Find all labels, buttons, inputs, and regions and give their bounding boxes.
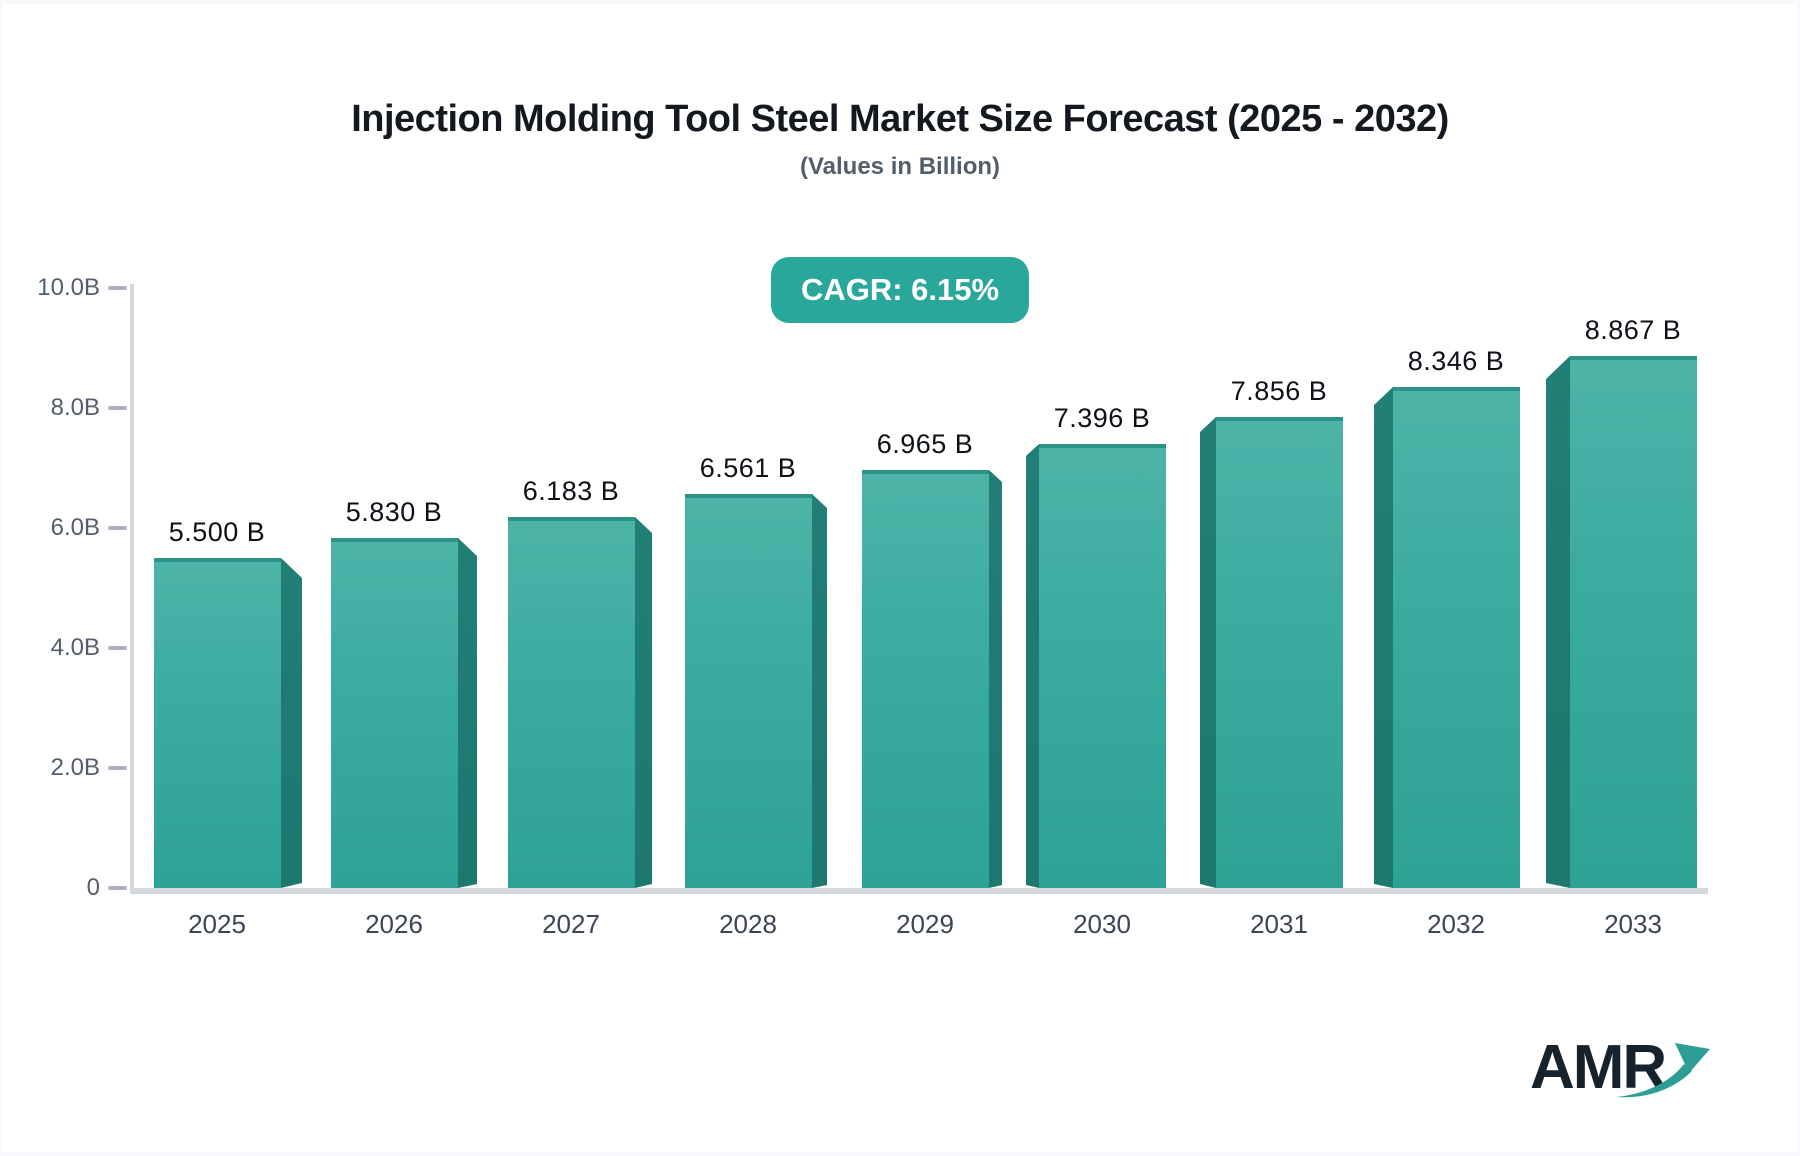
bar-2032 (1393, 387, 1520, 888)
bar-value-label-2028: 6.561 B (699, 453, 797, 483)
bar-2028 (685, 494, 812, 888)
bar-side-2028 (812, 494, 827, 888)
bar-side-2032 (1374, 387, 1393, 888)
bar-2026 (331, 538, 458, 888)
bar-value-label-2032: 8.346 B (1407, 346, 1505, 376)
x-axis-label-2027: 2027 (542, 909, 600, 939)
bar-side-2030 (1026, 444, 1039, 888)
x-axis-baseline (130, 888, 1708, 894)
y-tick-label-6.0B: 6.0B (50, 514, 100, 541)
bar-2027 (508, 517, 635, 888)
x-axis-label-2028: 2028 (719, 909, 777, 939)
bar-value-label-2025: 5.500 B (168, 517, 266, 547)
cagr-badge: CAGR: 6.15% (770, 257, 1030, 323)
bar-2031 (1216, 417, 1343, 888)
bar-value-label-2026: 5.830 B (345, 497, 443, 527)
bar-value-label-2033: 8.867 B (1584, 315, 1682, 345)
x-axis-label-2031: 2031 (1250, 909, 1308, 939)
bar-value-label-2029: 6.965 B (876, 429, 974, 459)
bar-side-2026 (458, 538, 477, 888)
bar-value-label-2027: 6.183 B (522, 476, 620, 506)
x-axis-label-2029: 2029 (896, 909, 954, 939)
bar-2033 (1570, 356, 1697, 888)
x-axis-label-2025: 2025 (188, 909, 246, 939)
chart-title: Injection Molding Tool Steel Market Size… (351, 98, 1449, 140)
bar-2030 (1039, 444, 1166, 888)
x-axis-label-2026: 2026 (365, 909, 423, 939)
y-tick-mark (108, 286, 127, 290)
chart-subtitle: (Values in Billion) (799, 153, 1001, 180)
y-tick-label-8.0B: 8.0B (50, 394, 100, 421)
bar-side-2033 (1546, 356, 1570, 888)
y-tick-mark (108, 646, 127, 650)
chart-canvas: Injection Molding Tool Steel Market Size… (2, 4, 1798, 1152)
bar-value-label-2030: 7.396 B (1053, 403, 1151, 433)
x-axis-label-2030: 2030 (1073, 909, 1131, 939)
bar-side-2029 (989, 470, 1002, 888)
y-axis-line (130, 284, 134, 894)
y-tick-label-2.0B: 2.0B (50, 754, 100, 781)
growth-arrow-icon (1616, 1043, 1710, 1098)
y-tick-mark (108, 766, 127, 770)
x-axis-label-2033: 2033 (1604, 909, 1662, 939)
bar-2025 (154, 558, 281, 888)
y-tick-mark (108, 406, 127, 410)
bar-side-2025 (281, 558, 302, 888)
amr-logo-text: AMR (1530, 1033, 1667, 1102)
bar-value-label-2031: 7.856 B (1230, 376, 1328, 406)
y-tick-mark (108, 526, 127, 530)
y-tick-label-10.0B: 10.0B (37, 274, 100, 301)
x-axis-label-2032: 2032 (1427, 909, 1485, 939)
bar-side-2027 (635, 517, 652, 888)
amr-logo: AMR (1530, 1032, 1730, 1112)
bar-2029 (862, 470, 989, 888)
y-tick-label-4.0B: 4.0B (50, 634, 100, 661)
y-tick-mark (108, 886, 127, 890)
y-tick-label-0: 0 (86, 874, 100, 901)
bar-side-2031 (1200, 417, 1216, 888)
